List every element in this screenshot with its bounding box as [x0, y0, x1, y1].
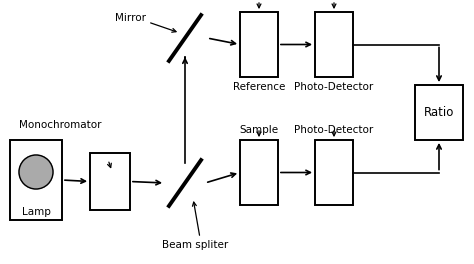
Bar: [10, 140, 62, 220]
Text: Ratio: Ratio: [424, 106, 454, 119]
Bar: [315, 12, 353, 77]
Bar: [415, 85, 463, 140]
Bar: [240, 140, 278, 205]
Text: Sample: Sample: [239, 125, 279, 135]
Text: Mirror: Mirror: [115, 13, 146, 23]
Circle shape: [19, 155, 53, 189]
Bar: [90, 153, 130, 210]
Bar: [315, 140, 353, 205]
Bar: [240, 12, 278, 77]
Text: Beam spliter: Beam spliter: [162, 240, 228, 250]
Text: Photo-Detector: Photo-Detector: [294, 82, 374, 92]
Text: Lamp: Lamp: [21, 207, 50, 217]
Text: Monochromator: Monochromator: [19, 120, 101, 130]
Text: Photo-Detector: Photo-Detector: [294, 125, 374, 135]
Text: Reference: Reference: [233, 82, 285, 92]
